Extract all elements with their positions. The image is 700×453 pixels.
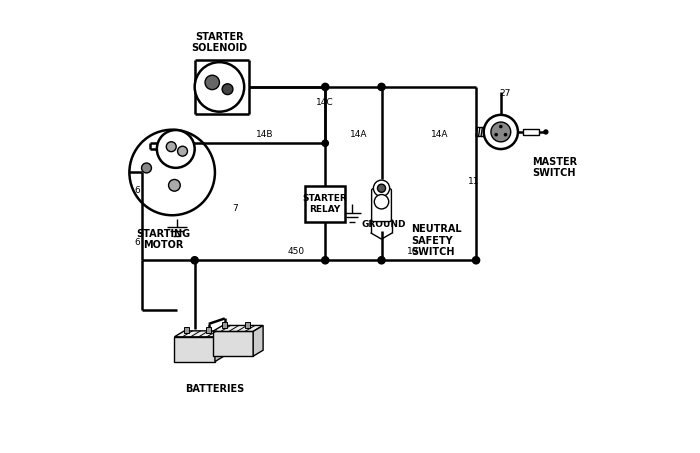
- FancyBboxPatch shape: [244, 322, 249, 328]
- Text: 11: 11: [468, 177, 480, 186]
- Text: BATTERIES: BATTERIES: [186, 384, 244, 394]
- Text: 6: 6: [134, 186, 141, 195]
- Text: 27: 27: [500, 89, 511, 98]
- Text: 14A: 14A: [350, 130, 368, 139]
- Circle shape: [167, 142, 176, 152]
- Circle shape: [473, 257, 480, 264]
- Polygon shape: [253, 325, 263, 356]
- Circle shape: [504, 133, 508, 136]
- Circle shape: [374, 194, 388, 209]
- Circle shape: [491, 122, 511, 142]
- Circle shape: [191, 257, 198, 264]
- Text: STARTER
SOLENOID: STARTER SOLENOID: [191, 32, 248, 53]
- Circle shape: [169, 179, 181, 191]
- Circle shape: [141, 163, 151, 173]
- Circle shape: [222, 84, 233, 95]
- Circle shape: [484, 115, 518, 149]
- Text: 14B: 14B: [256, 130, 273, 139]
- Circle shape: [378, 83, 385, 91]
- Circle shape: [499, 125, 503, 128]
- Polygon shape: [213, 325, 263, 332]
- Polygon shape: [213, 332, 253, 356]
- Text: 14A: 14A: [431, 130, 449, 139]
- Circle shape: [322, 140, 328, 146]
- Circle shape: [494, 133, 498, 136]
- Circle shape: [195, 62, 244, 112]
- Circle shape: [377, 184, 386, 192]
- Circle shape: [321, 83, 329, 91]
- Circle shape: [205, 75, 219, 90]
- FancyBboxPatch shape: [206, 328, 211, 333]
- Text: 7: 7: [232, 204, 238, 213]
- Text: NEUTRAL
SAFETY
SWITCH: NEUTRAL SAFETY SWITCH: [411, 224, 461, 257]
- Circle shape: [543, 129, 549, 135]
- Text: GROUND: GROUND: [361, 220, 406, 229]
- FancyBboxPatch shape: [372, 189, 391, 222]
- Text: 6: 6: [134, 238, 141, 247]
- Polygon shape: [174, 337, 215, 361]
- Circle shape: [178, 146, 188, 156]
- Circle shape: [378, 257, 385, 264]
- FancyBboxPatch shape: [524, 129, 539, 135]
- Circle shape: [157, 130, 195, 168]
- Circle shape: [373, 180, 390, 196]
- FancyBboxPatch shape: [223, 322, 228, 328]
- Polygon shape: [174, 331, 225, 337]
- Polygon shape: [215, 331, 225, 361]
- FancyBboxPatch shape: [305, 186, 346, 222]
- Circle shape: [321, 257, 329, 264]
- Text: STARTER
RELAY: STARTER RELAY: [303, 194, 348, 214]
- Text: 450: 450: [288, 247, 304, 256]
- Text: 10: 10: [407, 247, 419, 256]
- FancyBboxPatch shape: [184, 328, 189, 333]
- Text: MASTER
SWITCH: MASTER SWITCH: [532, 157, 578, 178]
- Text: STARTING
MOTOR: STARTING MOTOR: [136, 229, 190, 251]
- Text: 14C: 14C: [316, 98, 334, 107]
